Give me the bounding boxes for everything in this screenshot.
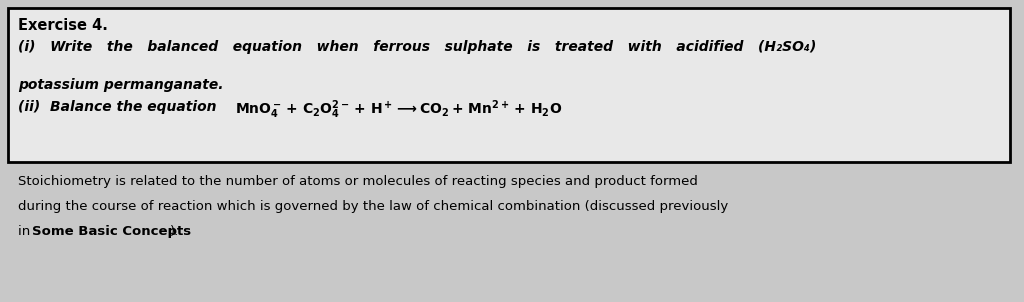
Bar: [8, 8, 1010, 162]
Text: (ii)  Balance the equation: (ii) Balance the equation: [18, 100, 216, 114]
Text: during the course of reaction which is governed by the law of chemical combinati: during the course of reaction which is g…: [18, 200, 728, 213]
Text: in: in: [18, 225, 35, 238]
Text: ).: ).: [170, 225, 179, 238]
Text: Some Basic Concepts: Some Basic Concepts: [32, 225, 191, 238]
Text: $\mathregular{MnO_4^- +\,C_2O_4^{2-} +\,H^+ \longrightarrow CO_2 +\,Mn^{2+} +\,H: $\mathregular{MnO_4^- +\,C_2O_4^{2-} +\,…: [234, 98, 562, 120]
Text: (i)   Write   the   balanced   equation   when   ferrous   sulphate   is   treat: (i) Write the balanced equation when fer…: [18, 40, 816, 54]
Text: Exercise 4.: Exercise 4.: [18, 18, 108, 33]
Text: potassium permanganate.: potassium permanganate.: [18, 78, 223, 92]
Text: Stoichiometry is related to the number of atoms or molecules of reacting species: Stoichiometry is related to the number o…: [18, 175, 698, 188]
